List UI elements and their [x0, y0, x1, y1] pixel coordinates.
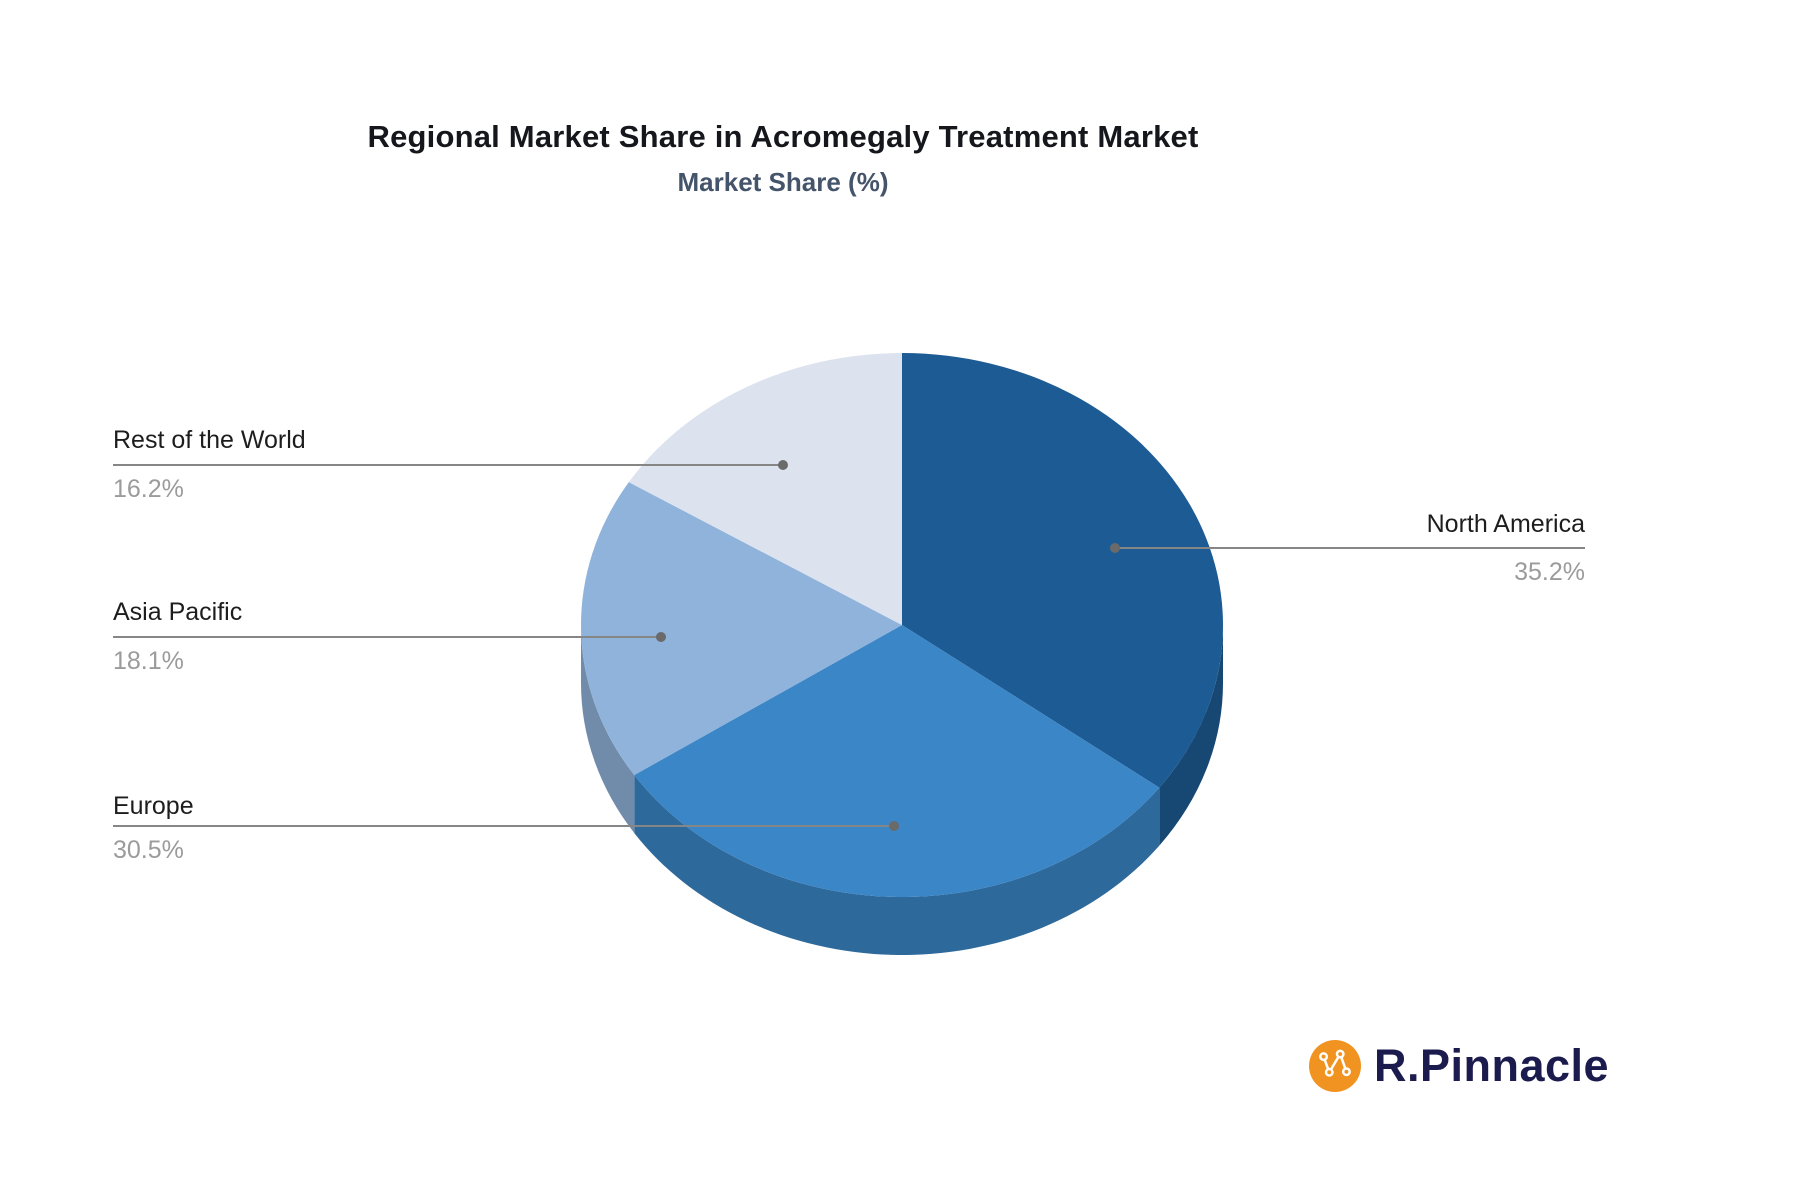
leader-dot-north-america [1110, 543, 1120, 553]
pie-slice-north-america[interactable] [902, 353, 1223, 788]
pie-slice-side-europe [634, 775, 1160, 955]
leader-line-rest-of-world [113, 464, 784, 466]
leader-line-asia-pacific [113, 636, 661, 638]
callout-label-europe: Europe [113, 792, 194, 820]
leader-dot-europe [889, 821, 899, 831]
leader-line-north-america [1115, 547, 1585, 549]
pie-slice-asia-pacific[interactable] [581, 482, 902, 776]
brand-name: R.Pinnacle [1374, 1040, 1610, 1091]
callout-label-asia-pacific: Asia Pacific [113, 598, 243, 626]
pie-slice-side-north-america [1159, 625, 1223, 846]
pie-slice-rest-of-the-world[interactable] [628, 353, 902, 625]
callout-percent-rest-of-world: 16.2% [113, 475, 184, 503]
chart-subtitle: Market Share (%) [677, 167, 889, 197]
pie-slice-side-asia-pacific [581, 625, 635, 834]
leader-dot-asia-pacific [656, 632, 666, 642]
callout-percent-asia-pacific: 18.1% [113, 647, 184, 675]
callout-label-rest-of-world: Rest of the World [113, 426, 306, 454]
callout-percent-north-america: 35.2% [1514, 558, 1585, 586]
network-nodes-icon [1309, 1040, 1361, 1092]
callout-percent-europe: 30.5% [113, 836, 184, 864]
brand-logo: R.Pinnacle [1309, 1040, 1609, 1092]
leader-line-europe [113, 825, 894, 827]
chart-title: Regional Market Share in Acromegaly Trea… [367, 119, 1199, 154]
callout-label-north-america: North America [1426, 510, 1585, 538]
leader-dot-rest-of-world [778, 460, 788, 470]
pie-slice-europe[interactable] [634, 625, 1160, 897]
